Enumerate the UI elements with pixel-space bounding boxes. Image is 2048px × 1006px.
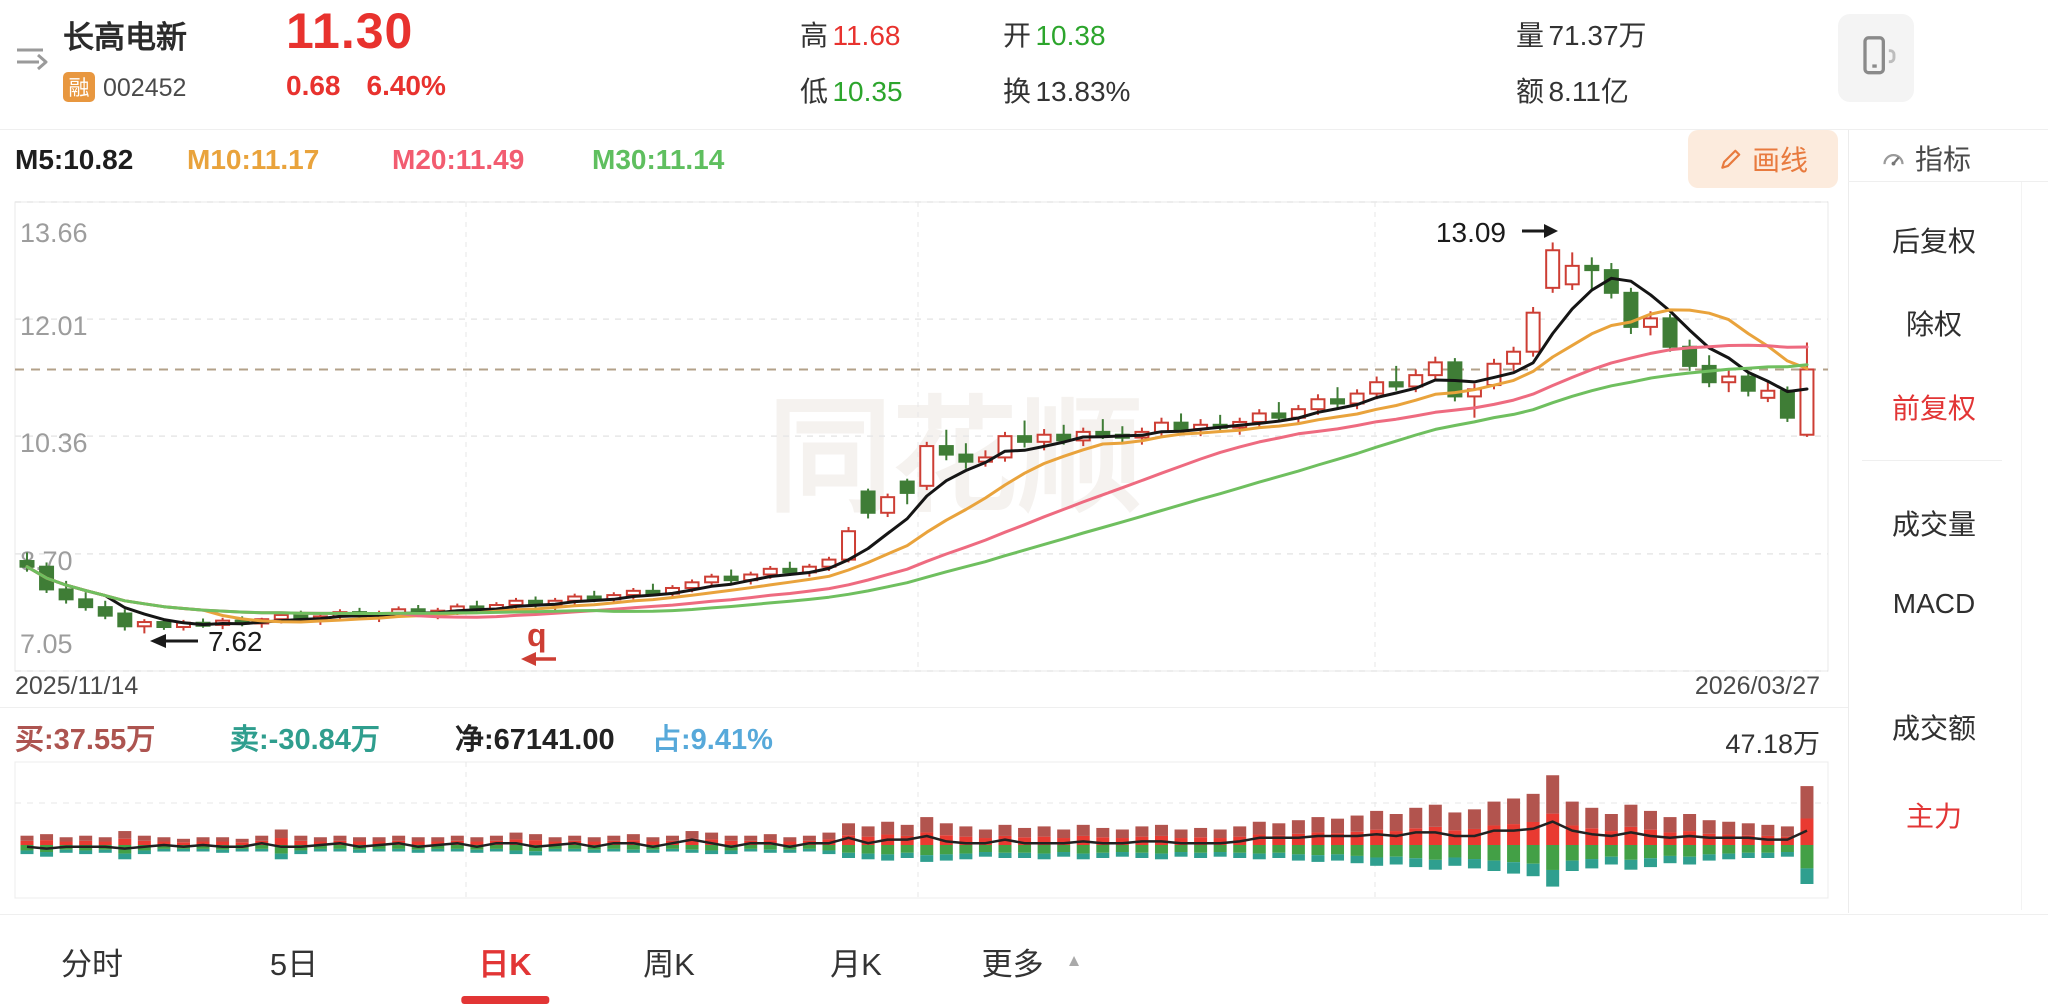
flow-stat-sell: 卖:-30.84万 (230, 724, 380, 756)
margin-badge: 融 (63, 72, 95, 102)
flow-stat-ratio: 占:9.41% (652, 724, 773, 756)
tab-更多[interactable]: 更多 ▲ (981, 946, 1083, 982)
ma-label-0: M5:10.82 (15, 144, 134, 175)
svg-text:同花顺: 同花顺 (768, 388, 1143, 527)
tab-分时[interactable]: 分时 (61, 946, 123, 982)
stat-额: 额 8.11亿 (1516, 76, 1629, 107)
svg-text:7.05: 7.05 (20, 629, 73, 659)
device-switch-button[interactable] (1838, 14, 1914, 102)
stat-量: 量 71.37万 (1516, 20, 1647, 51)
flow-stat-buy: 买:37.55万 (15, 724, 156, 756)
svg-text:q: q (527, 617, 547, 653)
phone-landscape-icon (1863, 36, 1896, 75)
active-tab-underline (460, 996, 549, 1004)
svg-text:10.36: 10.36 (20, 428, 88, 458)
sidebar-item-前复权[interactable]: 前复权 (1891, 393, 1976, 424)
tab-周K[interactable]: 周K (643, 946, 695, 982)
sidebar-item-成交额[interactable]: 成交额 (1891, 713, 1976, 744)
pencil-icon (1721, 149, 1741, 169)
stat-开: 开 10.38 (1003, 20, 1106, 51)
tab-日K[interactable]: 日K (460, 916, 549, 1006)
date-start: 2025/11/14 (15, 672, 139, 700)
change-abs: 0.68 (286, 70, 341, 101)
sidebar-item-MACD[interactable]: MACD (1892, 588, 1976, 619)
svg-text:7.62: 7.62 (208, 626, 263, 657)
draw-line-button[interactable]: 画线 (1688, 130, 1838, 188)
svg-text:12.01: 12.01 (20, 311, 88, 341)
menu-icon[interactable] (14, 38, 50, 78)
stat-换: 换 13.83% (1003, 76, 1131, 107)
flow-stat-net: 净:67141.00 (455, 724, 615, 756)
ma-label-2: M20:11.49 (392, 144, 525, 175)
sidebar-item-主力[interactable]: 主力 (1905, 801, 1962, 832)
sidebar-divider (1862, 460, 2002, 461)
more-caret-icon: ▲ (1065, 951, 1083, 970)
stock-name: 长高电新 (63, 20, 187, 55)
sidebar-item-除权[interactable]: 除权 (1905, 309, 1962, 340)
tab-5日[interactable]: 5日 (269, 946, 319, 982)
change-pct: 6.40% (366, 70, 446, 101)
draw-line-label: 画线 (1751, 145, 1808, 176)
price-change: 0.68 6.40% (286, 70, 472, 102)
ma-label-1: M10:11.17 (187, 144, 320, 175)
date-end: 2026/03/27 (1694, 672, 1820, 700)
indicator-label: 指标 (1915, 144, 1972, 175)
last-price: 11.30 (286, 3, 414, 59)
indicator-header[interactable]: 指标 (1880, 138, 1971, 178)
stat-低: 低 10.35 (800, 76, 903, 107)
sidebar-item-成交量[interactable]: 成交量 (1891, 509, 1976, 540)
ma-label-3: M30:11.14 (592, 144, 725, 175)
tab-月K[interactable]: 月K (830, 946, 882, 982)
sidebar-item-后复权[interactable]: 后复权 (1891, 226, 1976, 257)
flow-max-label: 47.18万 (1725, 729, 1820, 759)
stat-高: 高 11.68 (800, 20, 901, 51)
gauge-icon (1883, 153, 1904, 165)
svg-text:13.09: 13.09 (1436, 217, 1506, 248)
svg-text:13.66: 13.66 (20, 218, 88, 248)
stock-code: 002452 (103, 74, 187, 102)
